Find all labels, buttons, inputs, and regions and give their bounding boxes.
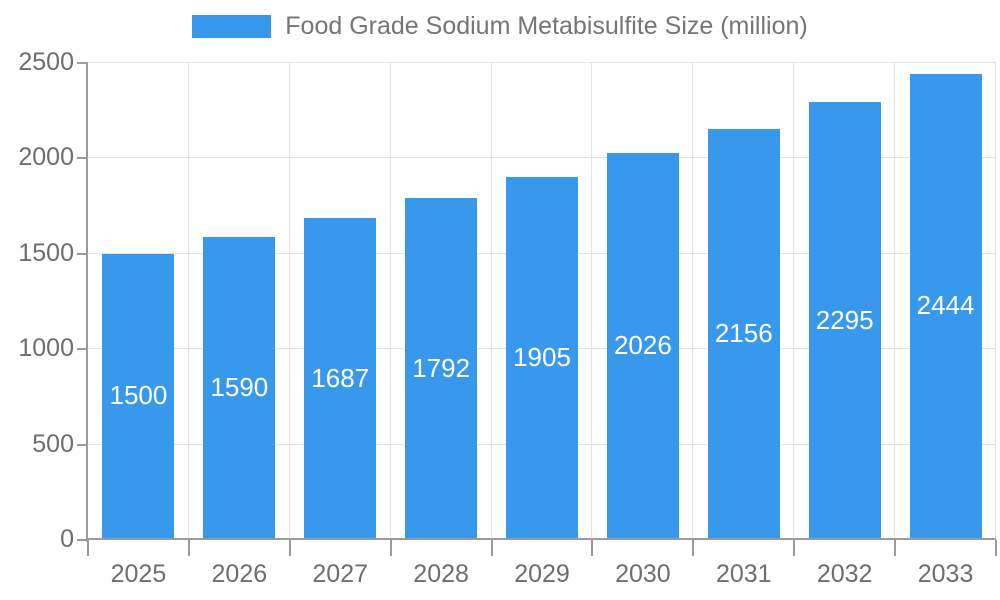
x-axis-tick bbox=[894, 540, 897, 556]
y-axis-tick bbox=[77, 157, 88, 160]
y-axis-tick bbox=[77, 252, 88, 255]
bar-value-label: 2444 bbox=[916, 290, 975, 321]
bar-value-label: 1687 bbox=[311, 362, 370, 393]
y-axis-tick bbox=[77, 348, 88, 351]
bar-value-label: 2295 bbox=[815, 304, 874, 335]
x-axis-tick bbox=[187, 540, 190, 556]
legend: Food Grade Sodium Metabisulfite Size (mi… bbox=[0, 12, 1000, 41]
x-tick-label: 2025 bbox=[110, 560, 167, 588]
x-axis-tick bbox=[591, 540, 594, 556]
legend-item[interactable]: Food Grade Sodium Metabisulfite Size (mi… bbox=[192, 12, 808, 41]
y-tick-label: 0 bbox=[60, 525, 74, 553]
bar: 2295 bbox=[808, 102, 881, 538]
bar: 1590 bbox=[203, 236, 276, 538]
x-axis-tick bbox=[288, 540, 291, 556]
bar: 2156 bbox=[707, 128, 780, 538]
legend-label: Food Grade Sodium Metabisulfite Size (mi… bbox=[285, 12, 808, 40]
y-axis-tick bbox=[77, 62, 88, 64]
y-tick-label: 2000 bbox=[18, 143, 74, 172]
y-tick-label: 2500 bbox=[18, 48, 74, 76]
x-tick-label: 2030 bbox=[615, 560, 671, 588]
x-tick-label: 2027 bbox=[312, 560, 369, 588]
gridline-horizontal bbox=[88, 157, 996, 159]
x-axis-tick bbox=[490, 540, 493, 556]
x-tick-label: 2032 bbox=[816, 560, 873, 588]
legend-swatch bbox=[192, 15, 272, 38]
y-axis-line bbox=[86, 63, 88, 542]
gridline-vertical bbox=[793, 63, 795, 540]
gridline-vertical bbox=[490, 63, 492, 540]
x-axis-tick bbox=[995, 540, 997, 556]
y-tick-label: 1500 bbox=[18, 238, 74, 267]
y-tick-label: 500 bbox=[32, 429, 74, 458]
gridline-vertical bbox=[591, 63, 593, 540]
gridline-vertical bbox=[894, 63, 896, 540]
x-axis-tick bbox=[389, 540, 392, 556]
bar: 1792 bbox=[405, 198, 478, 538]
y-tick-label: 1000 bbox=[18, 334, 74, 363]
bar-value-label: 1905 bbox=[513, 341, 571, 372]
gridline-vertical bbox=[389, 63, 391, 540]
bar-value-label: 1590 bbox=[210, 371, 269, 402]
gridline-vertical bbox=[288, 63, 290, 540]
y-axis-tick bbox=[77, 443, 88, 446]
bar-value-label: 2156 bbox=[714, 317, 773, 348]
x-tick-label: 2028 bbox=[413, 560, 469, 588]
gridline-horizontal bbox=[88, 62, 996, 63]
bar-value-label: 1792 bbox=[412, 352, 471, 383]
x-tick-label: 2033 bbox=[917, 560, 974, 588]
bar-value-label: 2026 bbox=[613, 330, 672, 361]
x-axis-tick bbox=[793, 540, 796, 556]
gridline-vertical bbox=[692, 63, 694, 540]
x-tick-label: 2026 bbox=[211, 560, 268, 588]
bar: 1500 bbox=[102, 253, 175, 538]
x-tick-label: 2031 bbox=[715, 560, 772, 588]
bar: 2444 bbox=[909, 73, 982, 538]
x-axis-tick bbox=[692, 540, 695, 556]
x-axis-line bbox=[86, 538, 996, 540]
y-axis-tick bbox=[77, 539, 88, 541]
bar: 2026 bbox=[606, 153, 679, 538]
bar-value-label: 1500 bbox=[109, 380, 168, 411]
x-tick-label: 2029 bbox=[514, 560, 570, 588]
bar: 1687 bbox=[304, 218, 377, 538]
bar: 1905 bbox=[506, 176, 578, 538]
gridline-vertical bbox=[995, 63, 996, 540]
gridline-vertical bbox=[187, 63, 189, 540]
x-axis-tick bbox=[87, 540, 89, 556]
